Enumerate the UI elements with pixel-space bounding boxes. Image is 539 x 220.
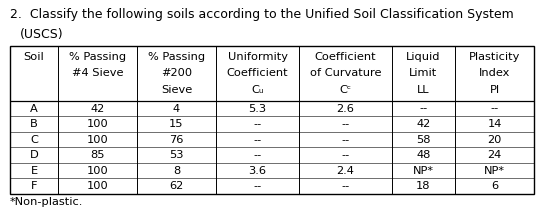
Text: 2.4: 2.4: [336, 166, 355, 176]
Text: --: --: [419, 104, 427, 114]
Text: Cᶜ: Cᶜ: [340, 85, 351, 95]
Text: % Passing: % Passing: [148, 52, 205, 62]
Text: 62: 62: [169, 181, 184, 191]
Text: Soil: Soil: [24, 52, 44, 62]
Text: --: --: [253, 119, 262, 129]
Text: 5.3: 5.3: [248, 104, 267, 114]
Text: --: --: [341, 150, 350, 160]
Text: 8: 8: [173, 166, 180, 176]
Text: 6: 6: [491, 181, 498, 191]
Text: Cᵤ: Cᵤ: [251, 85, 264, 95]
Text: NP*: NP*: [413, 166, 434, 176]
Text: #4 Sieve: #4 Sieve: [72, 68, 123, 78]
Text: Liquid: Liquid: [406, 52, 441, 62]
Text: 2.  Classify the following soils according to the Unified Soil Classification Sy: 2. Classify the following soils accordin…: [10, 8, 514, 21]
Text: 100: 100: [87, 119, 108, 129]
Text: Sieve: Sieve: [161, 85, 192, 95]
Text: *Non-plastic.: *Non-plastic.: [10, 197, 84, 207]
Text: 100: 100: [87, 181, 108, 191]
Text: E: E: [31, 166, 38, 176]
Text: 24: 24: [487, 150, 502, 160]
Text: 53: 53: [169, 150, 184, 160]
Text: Plasticity: Plasticity: [469, 52, 520, 62]
Text: PI: PI: [489, 85, 500, 95]
Text: % Passing: % Passing: [69, 52, 126, 62]
Text: C: C: [30, 135, 38, 145]
Text: 42: 42: [91, 104, 105, 114]
Text: 14: 14: [487, 119, 502, 129]
Text: 18: 18: [416, 181, 431, 191]
Text: Coefficient: Coefficient: [315, 52, 376, 62]
Text: --: --: [341, 135, 350, 145]
Text: (USCS): (USCS): [20, 28, 64, 41]
Text: 48: 48: [416, 150, 431, 160]
Text: --: --: [253, 181, 262, 191]
Text: 100: 100: [87, 135, 108, 145]
Bar: [10, 46, 534, 194]
Text: Index: Index: [479, 68, 510, 78]
Text: Coefficient: Coefficient: [227, 68, 288, 78]
Text: NP*: NP*: [484, 166, 505, 176]
Text: 76: 76: [169, 135, 184, 145]
Text: 42: 42: [416, 119, 431, 129]
Text: 2.6: 2.6: [336, 104, 355, 114]
Text: #200: #200: [161, 68, 192, 78]
Text: 58: 58: [416, 135, 431, 145]
Text: --: --: [253, 135, 262, 145]
Text: of Curvature: of Curvature: [310, 68, 381, 78]
Text: 100: 100: [87, 166, 108, 176]
Text: --: --: [341, 119, 350, 129]
Text: 3.6: 3.6: [248, 166, 267, 176]
Text: F: F: [31, 181, 37, 191]
Text: 4: 4: [173, 104, 180, 114]
Text: --: --: [253, 150, 262, 160]
Text: 85: 85: [91, 150, 105, 160]
Text: D: D: [30, 150, 38, 160]
Text: 20: 20: [487, 135, 502, 145]
Text: --: --: [490, 104, 499, 114]
Text: --: --: [341, 181, 350, 191]
Text: 15: 15: [169, 119, 184, 129]
Text: A: A: [30, 104, 38, 114]
Text: LL: LL: [417, 85, 430, 95]
Text: Limit: Limit: [409, 68, 438, 78]
Text: Uniformity: Uniformity: [227, 52, 288, 62]
Text: B: B: [30, 119, 38, 129]
